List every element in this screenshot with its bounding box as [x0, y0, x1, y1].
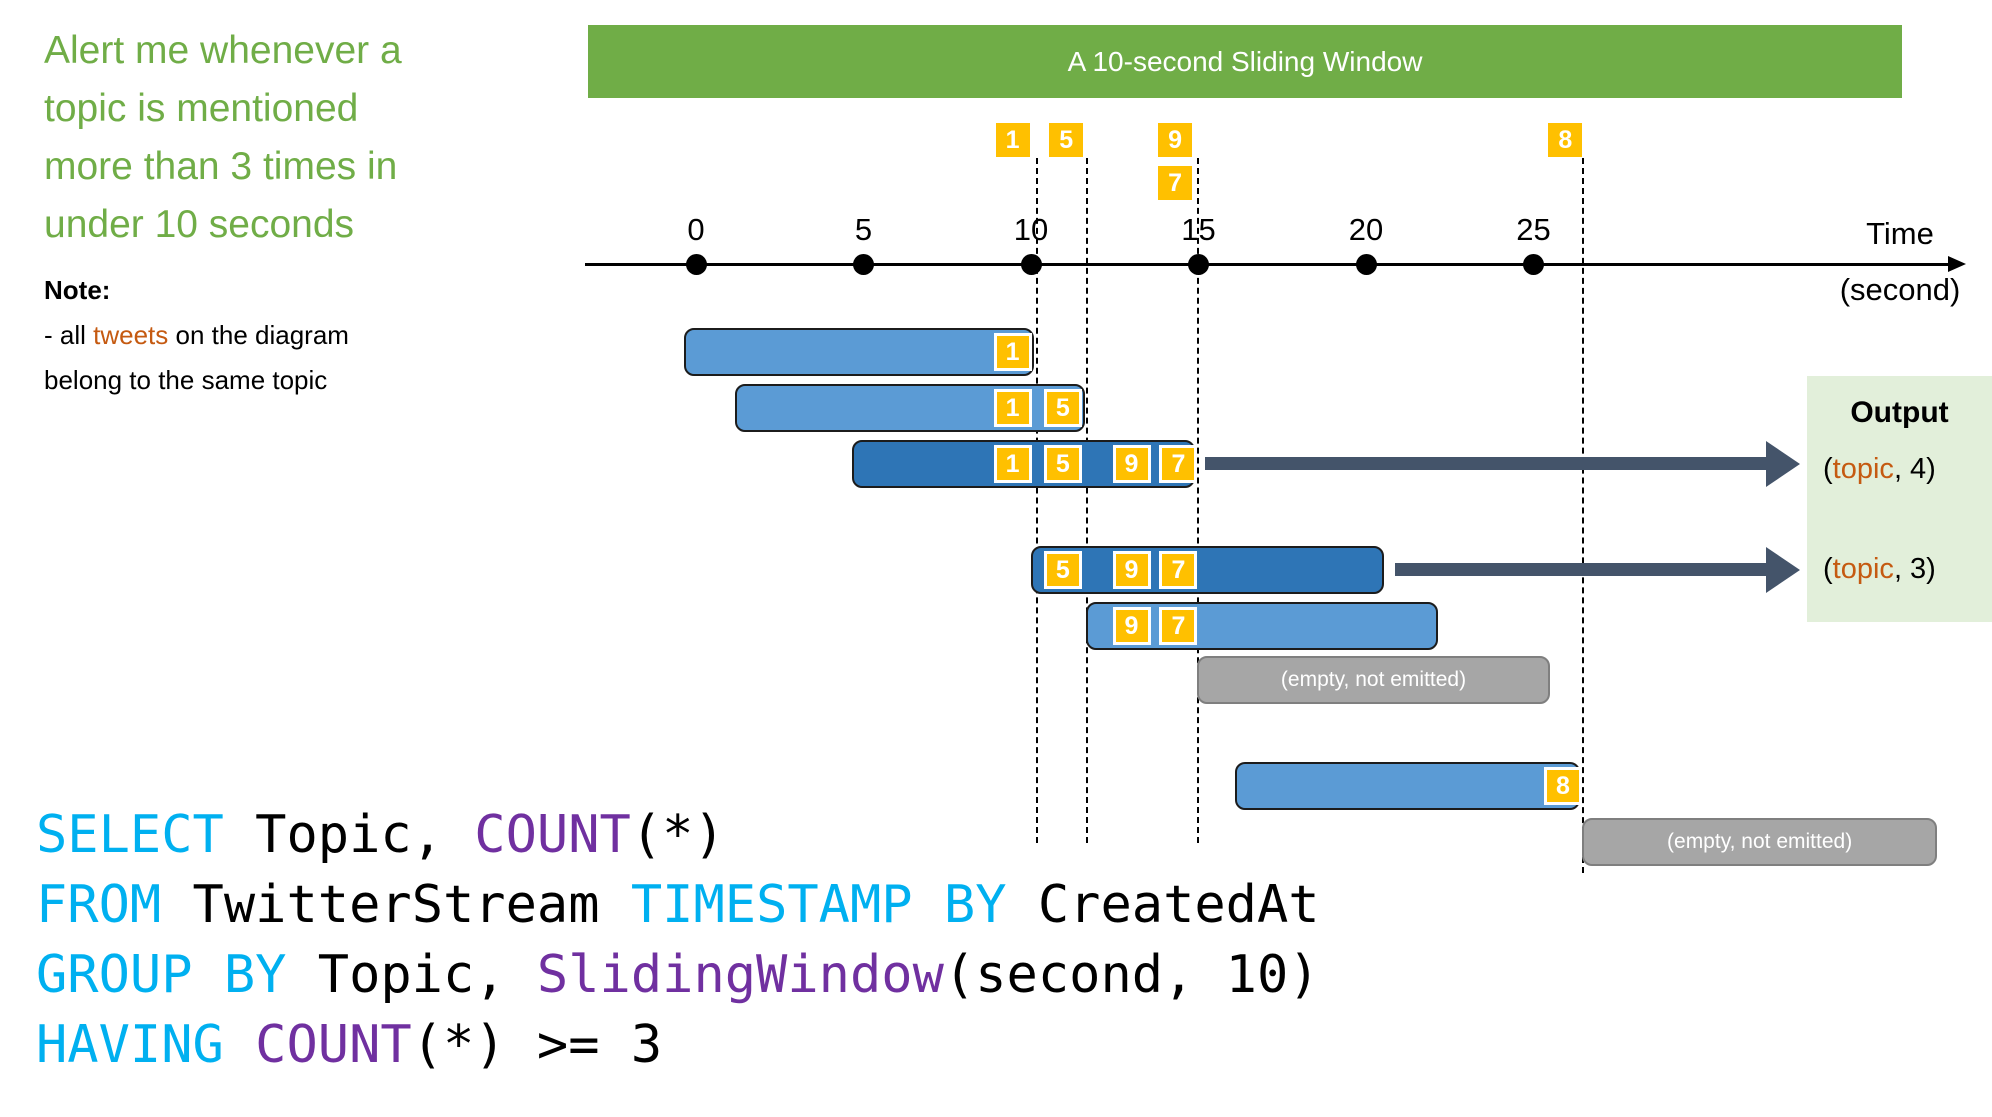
sliding-window-banner: A 10-second Sliding Window: [588, 25, 1902, 98]
timeline-tick-dot: [685, 254, 707, 275]
timeline-axis-arrowhead: [1948, 256, 1966, 272]
output-row-1-open: (: [1823, 453, 1833, 485]
output-row-2-open: (: [1823, 553, 1833, 585]
timeline-tick-label: 0: [687, 212, 705, 247]
event-badge: 1: [995, 123, 1030, 157]
axis-label-unit: (second): [1839, 272, 1961, 307]
output-row-1: (topic, 4): [1823, 453, 1936, 486]
sql-token: (*) >= 3: [411, 1015, 663, 1075]
sql-token: Topic,: [286, 945, 537, 1005]
sql-token: (*): [630, 805, 725, 865]
note-label: Note: [44, 275, 102, 305]
sql-query: SELECT Topic, COUNT(*) FROM TwitterStream…: [36, 800, 1320, 1080]
output-arrow-head: [1766, 441, 1800, 487]
tweet-badge: 7: [1159, 607, 1198, 645]
sql-line: SELECT Topic, COUNT(*): [36, 800, 1320, 870]
axis-label-time: Time: [1866, 216, 1934, 251]
timeline-axis: [585, 263, 1948, 266]
output-arrow-shaft: [1395, 563, 1772, 576]
window-bar: [1031, 546, 1385, 594]
sql-token: Topic,: [223, 805, 475, 865]
output-row-1-topic: topic: [1832, 453, 1894, 485]
output-row-2-count: , 3): [1893, 553, 1936, 585]
note-line-1-suffix: on the diagram: [168, 320, 349, 350]
timeline-tick-label: 15: [1181, 212, 1216, 247]
tweet-badge: 7: [1159, 551, 1198, 589]
note-title: Note:: [44, 268, 349, 313]
tweet-badge: 5: [1043, 551, 1082, 589]
tweet-badge: 8: [1543, 767, 1582, 805]
window-bar: (empty, not emitted): [1196, 656, 1551, 704]
sql-token: SlidingWindow: [536, 945, 944, 1005]
sql-token: (second, 10): [943, 945, 1320, 1005]
event-badge: 5: [1049, 123, 1084, 157]
empty-window-label: (empty, not emitted): [1280, 668, 1467, 691]
timeline-tick-dot: [1355, 254, 1377, 275]
window-bar: [734, 384, 1085, 432]
tweet-badge: 1: [993, 445, 1032, 483]
output-row-2: (topic, 3): [1823, 553, 1936, 586]
headline-text: Alert me whenever a topic is mentioned m…: [44, 29, 402, 246]
sql-token: COUNT: [474, 805, 631, 865]
tweet-badge: 5: [1043, 389, 1082, 427]
output-title: Output: [1850, 396, 1949, 429]
tweet-badge: 1: [993, 389, 1032, 427]
event-badge: 9: [1158, 123, 1193, 157]
timeline-tick-dot: [1188, 254, 1209, 275]
sql-token: COUNT: [255, 1015, 412, 1075]
event-dashed-line: [1196, 158, 1199, 843]
note-colon: :: [101, 275, 111, 305]
output-arrow-shaft: [1205, 457, 1772, 470]
timeline-tick-dot: [1020, 254, 1042, 275]
tweet-badge: 9: [1112, 445, 1151, 483]
event-badge: 7: [1158, 166, 1193, 200]
tweet-badge: 9: [1112, 607, 1151, 645]
tweet-badge: 9: [1112, 551, 1151, 589]
sql-token: TwitterStream: [161, 875, 631, 935]
sql-token: CreatedAt: [1006, 875, 1320, 935]
sql-line: GROUP BY Topic, SlidingWindow(second, 10…: [36, 940, 1320, 1010]
sql-token: TIMESTAMP BY: [630, 875, 1007, 935]
output-row-2-topic: topic: [1832, 553, 1894, 585]
note-block: Note: - all tweets on the diagram belong…: [44, 268, 349, 403]
timeline-tick-label: 20: [1348, 212, 1384, 247]
output-arrow-head: [1766, 547, 1800, 593]
window-bar: (empty, not emitted): [1582, 818, 1938, 866]
note-tweets-highlight: tweets: [93, 320, 169, 350]
timeline-tick-label: 5: [854, 212, 873, 247]
note-line-1: - all tweets on the diagram: [44, 313, 349, 358]
sql-token: FROM: [36, 875, 162, 935]
event-dashed-line: [1582, 158, 1585, 873]
sql-token: HAVING: [36, 1015, 224, 1075]
sql-line: FROM TwitterStream TIMESTAMP BY CreatedA…: [36, 870, 1320, 940]
sql-line: HAVING COUNT(*) >= 3: [36, 1010, 1320, 1080]
tweet-badge: 5: [1043, 445, 1082, 483]
empty-window-label: (empty, not emitted): [1667, 830, 1853, 853]
sql-token: [224, 1015, 255, 1075]
window-bar: [684, 328, 1035, 376]
tweet-badge: 7: [1159, 445, 1198, 483]
sql-token: GROUP BY: [36, 945, 287, 1005]
event-dashed-line: [1036, 158, 1039, 843]
timeline-tick-label: 25: [1516, 212, 1551, 247]
note-line-2: belong to the same topic: [44, 365, 328, 395]
tweet-badge: 1: [993, 333, 1032, 371]
timeline-tick-dot: [1523, 254, 1544, 275]
timeline-tick-dot: [853, 254, 874, 275]
event-dashed-line: [1086, 158, 1089, 843]
timeline-tick-label: 10: [1013, 212, 1049, 247]
output-row-1-count: , 4): [1893, 453, 1936, 485]
output-panel: Output (topic, 4) (topic, 3): [1807, 376, 1992, 622]
note-line-1-prefix: - all: [44, 320, 94, 350]
event-badge: 8: [1548, 123, 1583, 157]
window-bar: [1235, 762, 1581, 810]
sql-token: SELECT: [36, 805, 224, 865]
